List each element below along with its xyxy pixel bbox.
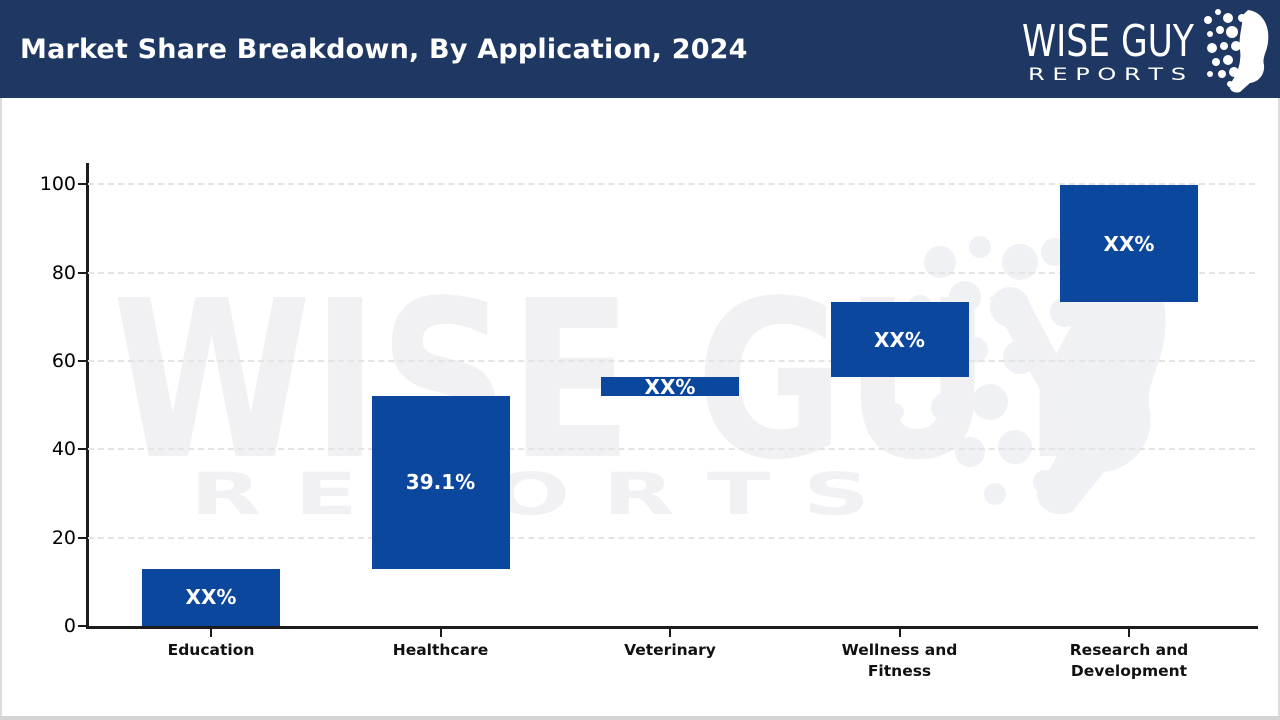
gridline-100 xyxy=(88,183,1255,186)
x-tick-mark-research-and-development xyxy=(1128,629,1130,637)
x-tick-mark-wellness-and-fitness xyxy=(898,629,901,637)
header-bar: Market Share Breakdown, By Application, … xyxy=(0,0,1280,98)
bar-value-label-research-and-development: XX% xyxy=(1103,231,1155,256)
x-category-label-healthcare: Healthcare xyxy=(392,641,489,659)
wiseguy-logo: WISE GUY R E P O R T S xyxy=(1022,9,1269,93)
logo-wordmark: WISE GUY xyxy=(1022,16,1194,67)
y-tick-label-60: 60 xyxy=(51,349,76,372)
y-tick-mark-100 xyxy=(78,183,87,186)
y-axis-line xyxy=(86,163,89,629)
y-tick-label-100: 100 xyxy=(39,173,76,196)
logo-face-icon xyxy=(1204,9,1269,93)
gridline-80 xyxy=(88,271,1255,274)
x-category-label-research-and-development: Research and Development xyxy=(1069,641,1189,680)
y-tick-mark-20 xyxy=(78,536,87,539)
gridline-20 xyxy=(88,536,1255,539)
bar-value-label-wellness-and-fitness: XX% xyxy=(874,327,925,352)
bar-veterinary: XX% xyxy=(601,374,739,399)
bar-value-label-healthcare: 39.1% xyxy=(405,470,476,495)
y-tick-mark-40 xyxy=(78,448,87,451)
bar-wellness-and-fitness: XX% xyxy=(830,302,969,378)
x-tick-mark-veterinary xyxy=(669,629,671,637)
y-tick-mark-60 xyxy=(78,359,87,362)
y-tick-label-0: 0 xyxy=(63,615,76,637)
bar-healthcare: 39.1% xyxy=(371,395,510,569)
x-category-label-veterinary: Veterinary xyxy=(624,641,716,659)
bar-value-label-veterinary: XX% xyxy=(644,374,696,399)
y-tick-mark-0 xyxy=(78,625,87,627)
page-edge-bottom xyxy=(0,716,1280,720)
plot-area: XX% 39.1% XX% XX% XX% xyxy=(88,163,1255,626)
gridline-40 xyxy=(88,448,1255,451)
x-tick-mark-healthcare xyxy=(439,629,442,637)
page-title: Market Share Breakdown, By Application, … xyxy=(20,34,748,65)
y-tick-mark-80 xyxy=(78,271,87,274)
x-tick-mark-education xyxy=(210,629,212,637)
y-tick-label-40: 40 xyxy=(51,438,76,461)
x-axis-line xyxy=(86,626,1258,629)
x-category-label-wellness-and-fitness: Wellness and Fitness xyxy=(841,641,958,680)
gridline-60 xyxy=(88,359,1255,362)
bar-research-and-development: XX% xyxy=(1060,185,1198,303)
bar-education: XX% xyxy=(142,568,280,626)
page-edge-right xyxy=(1278,98,1280,720)
y-tick-label-20: 20 xyxy=(51,526,76,549)
page-edge-left xyxy=(0,98,2,720)
x-category-label-education: Education xyxy=(167,641,255,659)
bar-value-label-education: XX% xyxy=(185,585,237,610)
y-tick-label-80: 80 xyxy=(51,261,76,284)
logo-subtext: R E P O R T S xyxy=(1028,65,1186,85)
